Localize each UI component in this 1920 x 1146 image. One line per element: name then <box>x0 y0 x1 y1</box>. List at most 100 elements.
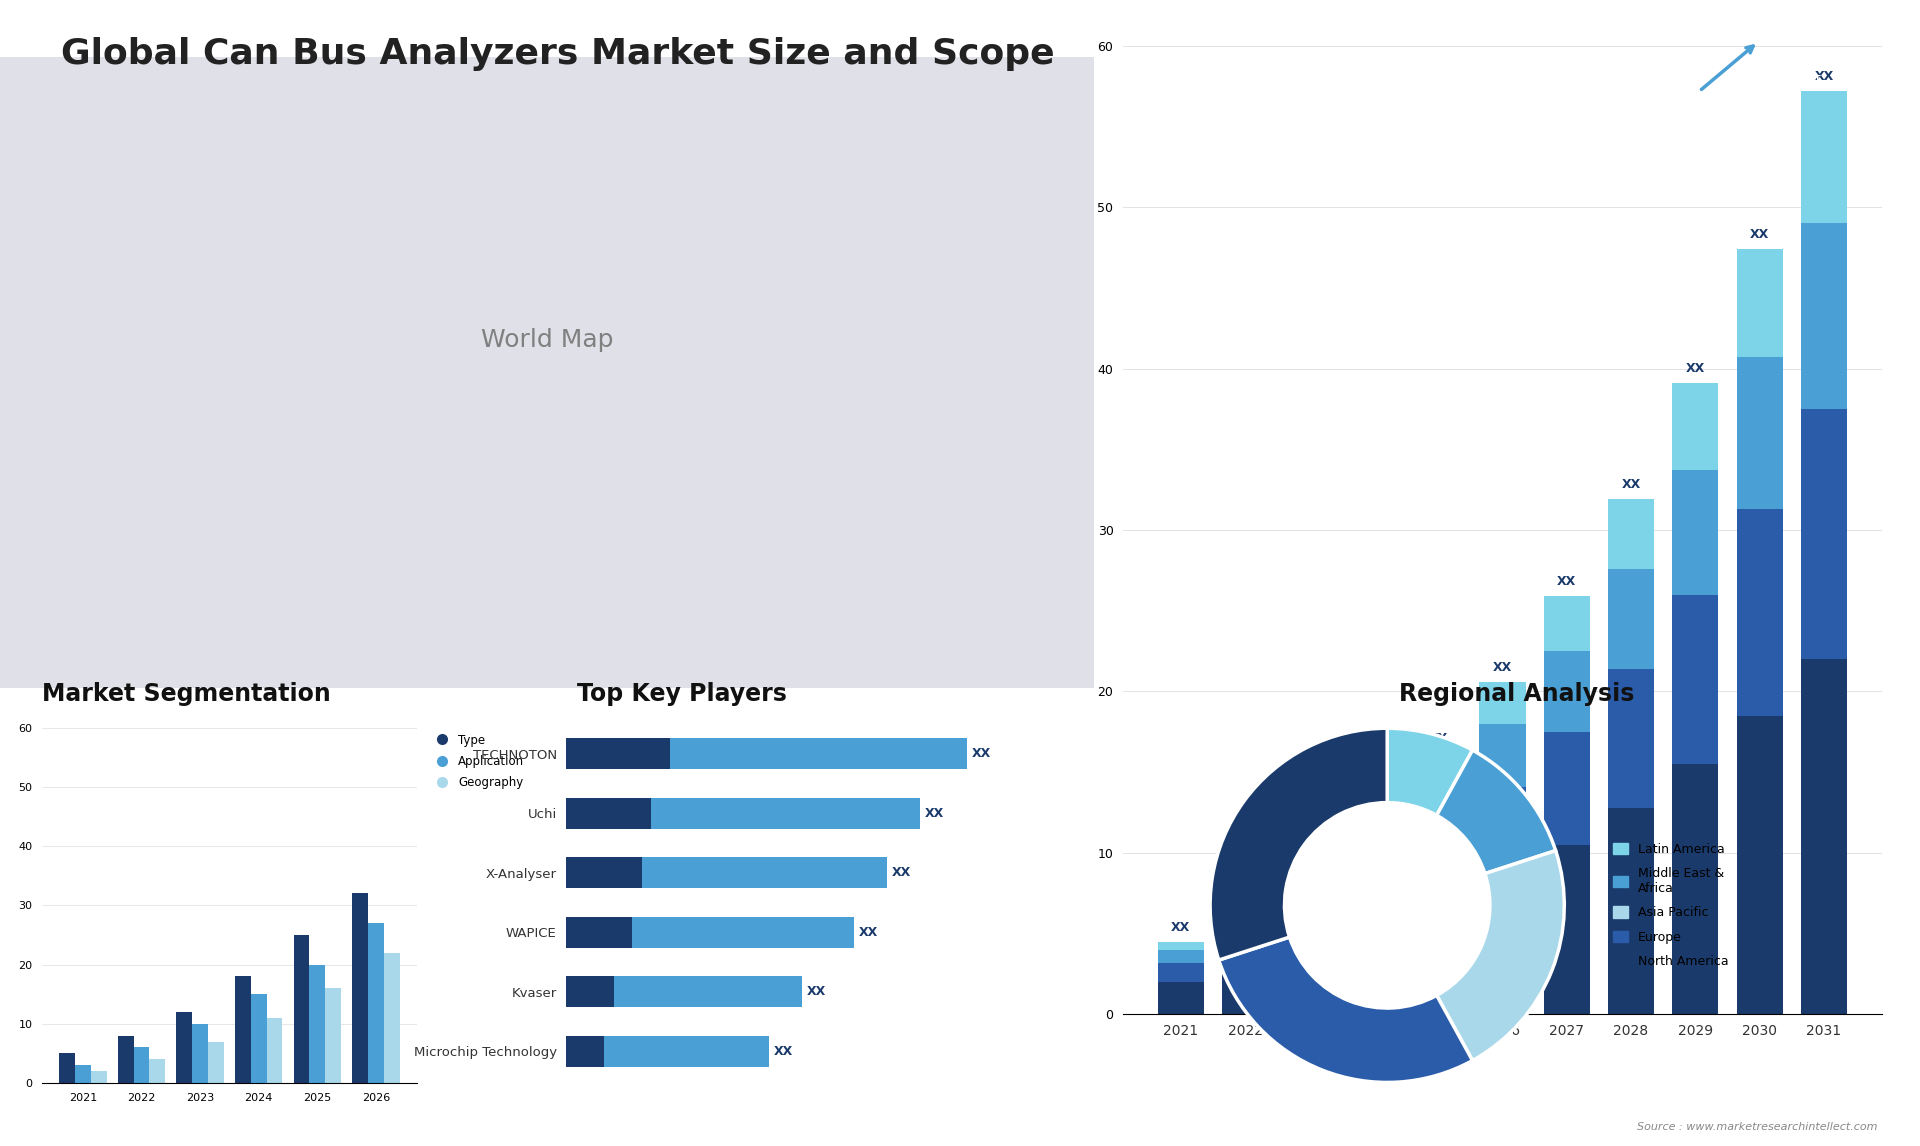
Bar <box>1221 970 1269 1014</box>
Bar <box>566 917 632 948</box>
Text: XX: XX <box>1171 920 1190 934</box>
Bar <box>1286 888 1332 915</box>
Bar <box>1736 509 1784 715</box>
Bar <box>1158 982 1204 1014</box>
Bar <box>1286 952 1332 1014</box>
Bar <box>1415 833 1461 904</box>
Bar <box>192 1023 207 1083</box>
Bar <box>1350 819 1398 841</box>
Bar <box>1158 942 1204 950</box>
Text: XX: XX <box>1300 851 1319 864</box>
Wedge shape <box>1219 937 1473 1083</box>
Bar <box>1672 383 1718 470</box>
Bar <box>1801 409 1847 659</box>
Bar <box>1478 786 1526 877</box>
Bar <box>1415 785 1461 833</box>
Bar <box>117 1036 134 1083</box>
Bar <box>1350 877 1398 931</box>
Bar <box>150 1059 165 1083</box>
Bar <box>1801 91 1847 223</box>
Bar <box>1544 845 1590 1014</box>
Text: MARKET
RESEARCH
INTELLECT: MARKET RESEARCH INTELLECT <box>1770 49 1822 84</box>
Bar <box>1607 808 1655 1014</box>
Bar <box>267 1018 282 1083</box>
Text: Global Can Bus Analyzers Market Size and Scope: Global Can Bus Analyzers Market Size and… <box>61 37 1056 71</box>
Text: Market Segmentation: Market Segmentation <box>42 682 330 706</box>
Text: XX: XX <box>1492 660 1513 674</box>
Bar <box>566 976 614 1007</box>
Bar <box>1286 915 1332 952</box>
Text: XX: XX <box>1620 478 1642 492</box>
Bar <box>309 965 324 1083</box>
Bar <box>566 857 641 888</box>
Wedge shape <box>1210 728 1388 960</box>
Bar <box>1350 931 1398 1014</box>
Bar <box>369 924 384 1083</box>
Bar <box>1221 912 1269 924</box>
Bar <box>1544 651 1590 732</box>
Bar <box>566 738 670 769</box>
Text: XX: XX <box>1428 731 1448 745</box>
Bar <box>614 976 803 1007</box>
Bar <box>177 1012 192 1083</box>
Bar <box>651 798 920 829</box>
Bar <box>566 798 651 829</box>
Text: XX: XX <box>774 1045 793 1058</box>
Bar <box>1801 659 1847 1014</box>
Bar <box>1158 950 1204 963</box>
Bar <box>60 1053 75 1083</box>
Bar <box>1736 358 1784 509</box>
Bar <box>1478 877 1526 1014</box>
Bar <box>1736 249 1784 358</box>
Bar <box>1544 732 1590 845</box>
Bar <box>252 994 267 1083</box>
Bar <box>234 976 252 1083</box>
Bar <box>1736 715 1784 1014</box>
Bar <box>384 952 399 1083</box>
Text: XX: XX <box>1749 228 1770 241</box>
Bar <box>1607 568 1655 669</box>
Bar <box>1544 596 1590 651</box>
Bar <box>294 935 309 1083</box>
Wedge shape <box>1436 751 1555 873</box>
Bar <box>1415 904 1461 1014</box>
Legend: Type, Application, Geography: Type, Application, Geography <box>430 733 524 790</box>
Bar <box>207 1042 225 1083</box>
Text: XX: XX <box>806 986 826 998</box>
Bar <box>641 857 887 888</box>
Circle shape <box>1284 802 1490 1008</box>
Bar <box>1415 753 1461 785</box>
Text: Regional Analysis: Regional Analysis <box>1400 682 1634 706</box>
Bar <box>324 988 342 1083</box>
Bar <box>1286 872 1332 888</box>
Bar <box>1478 724 1526 786</box>
Bar <box>1672 764 1718 1014</box>
Bar <box>1801 223 1847 409</box>
Bar <box>1478 682 1526 724</box>
Bar <box>134 1047 150 1083</box>
Bar <box>1672 595 1718 764</box>
Bar <box>1607 500 1655 568</box>
Legend: Latin America, Middle East &
Africa, Asia Pacific, Europe, North America: Latin America, Middle East & Africa, Asi… <box>1609 838 1734 973</box>
Bar <box>1221 942 1269 970</box>
Text: XX: XX <box>1363 798 1384 811</box>
Text: Top Key Players: Top Key Players <box>576 682 787 706</box>
Text: XX: XX <box>925 807 945 819</box>
Bar <box>1672 470 1718 595</box>
Text: XX: XX <box>1814 70 1834 83</box>
Text: XX: XX <box>1686 362 1705 375</box>
Text: XX: XX <box>858 926 877 939</box>
Text: XX: XX <box>1557 575 1576 588</box>
Polygon shape <box>1672 66 1745 116</box>
Text: XX: XX <box>1235 892 1256 904</box>
Bar <box>351 894 369 1083</box>
Text: Source : www.marketresearchintellect.com: Source : www.marketresearchintellect.com <box>1638 1122 1878 1132</box>
Bar <box>75 1066 90 1083</box>
Bar <box>1607 669 1655 808</box>
Text: XX: XX <box>972 747 991 760</box>
Bar <box>90 1072 108 1083</box>
Text: XX: XX <box>891 866 910 879</box>
Wedge shape <box>1388 728 1473 815</box>
Bar <box>632 917 854 948</box>
Bar <box>1350 841 1398 877</box>
